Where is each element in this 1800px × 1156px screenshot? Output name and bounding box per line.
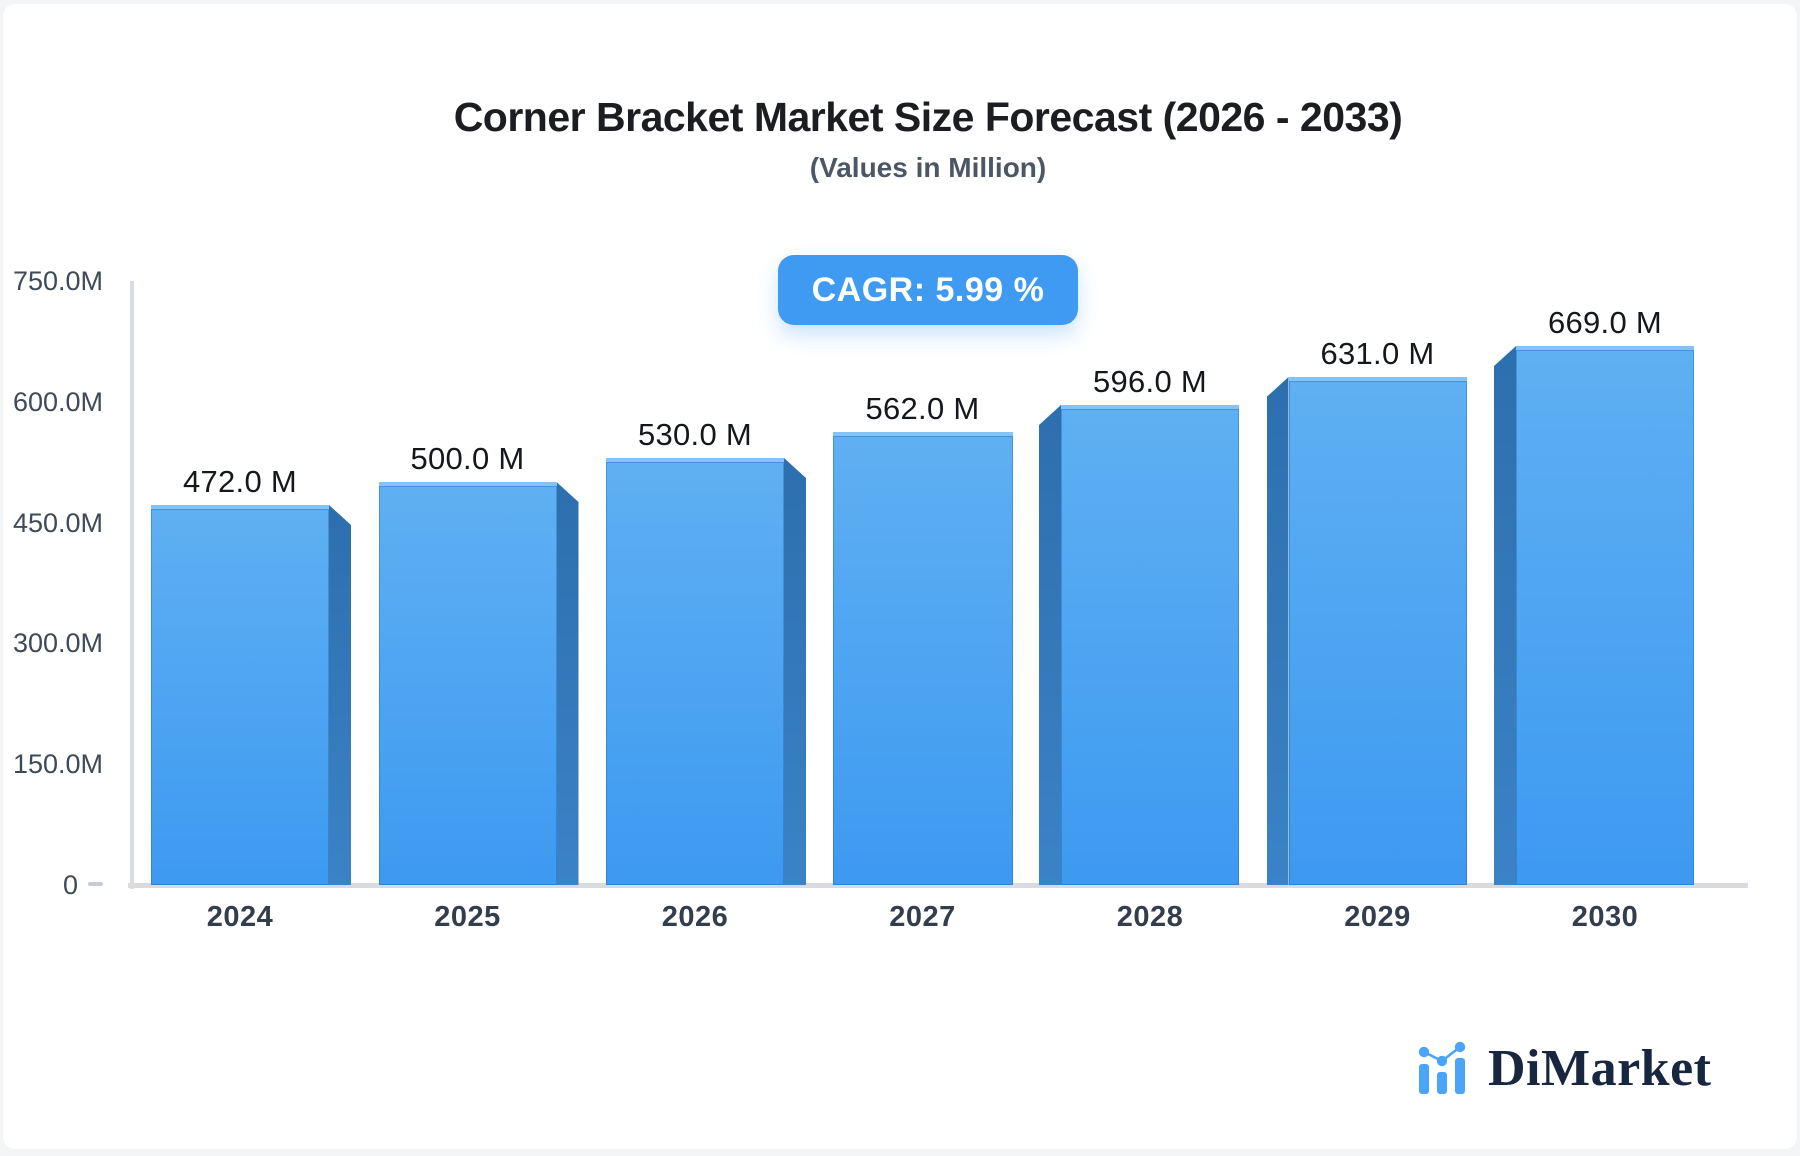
bar-chart-logo-icon [1416,1040,1474,1096]
y-axis-tick-label: 750.0M [12,266,103,296]
y-axis-tick-label: 0 [62,870,78,900]
bar-3d-side [1494,346,1516,885]
bar-3d-side [556,482,579,885]
bar-value-label: 669.0 M [1547,305,1663,340]
bar-2024[interactable] [151,505,351,885]
y-axis-tick-label: 300.0M [12,628,103,659]
y-axis-tick-label: 150.0M [12,749,103,780]
x-axis-year-label: 2025 [434,901,501,933]
cagr-badge: CAGR: 5.99 % [777,255,1079,325]
brand-logo[interactable]: DiMarket [1416,1032,1711,1104]
bar-3d-side [1039,405,1061,885]
bar-3d-side [1266,377,1289,885]
brand-name: DiMarket [1488,1039,1712,1097]
bar-2030[interactable] [1494,346,1694,885]
bar-face [606,458,784,885]
bar-2025[interactable] [378,482,579,885]
bar-2029[interactable] [1266,377,1467,885]
y-axis-tick-label: 450.0M [12,507,103,538]
bar-face [1516,346,1694,885]
bar-3d-side [329,505,351,885]
bar-value-label: 562.0 M [865,391,980,426]
bar-2027[interactable] [832,432,1013,885]
cagr-badge-row: CAGR: 5.99 % [56,255,1800,325]
bar-2026[interactable] [606,458,806,885]
x-axis-year-label: 2027 [889,901,956,933]
x-axis-year-label: 2029 [1344,901,1411,933]
bar-value-label: 500.0 M [410,441,525,476]
x-axis-year-label: 2030 [1571,901,1639,933]
zero-tick-mark [88,882,103,886]
bar-value-label: 472.0 M [182,464,298,499]
chart-subtitle: (Values in Million) [809,152,1047,183]
x-axis-year-label: 2026 [661,901,729,933]
x-axis-year-label: 2024 [206,901,274,933]
bar-3d-side [784,458,806,885]
y-axis-line [130,281,134,889]
y-axis-tick-label: 600.0M [12,386,103,417]
bar-face [378,482,557,885]
bar-value-label: 530.0 M [637,417,753,452]
bar-face [832,432,1013,885]
bar-value-label: 596.0 M [1092,364,1208,399]
x-axis-baseline [128,883,1748,888]
bar-face [1061,405,1239,885]
x-axis-year-label: 2028 [1116,901,1184,933]
bar-face [151,505,329,885]
bar-face [1288,377,1467,885]
bar-2028[interactable] [1039,405,1239,885]
bar-value-label: 631.0 M [1320,336,1435,371]
chart-title: Corner Bracket Market Size Forecast (202… [453,94,1403,140]
